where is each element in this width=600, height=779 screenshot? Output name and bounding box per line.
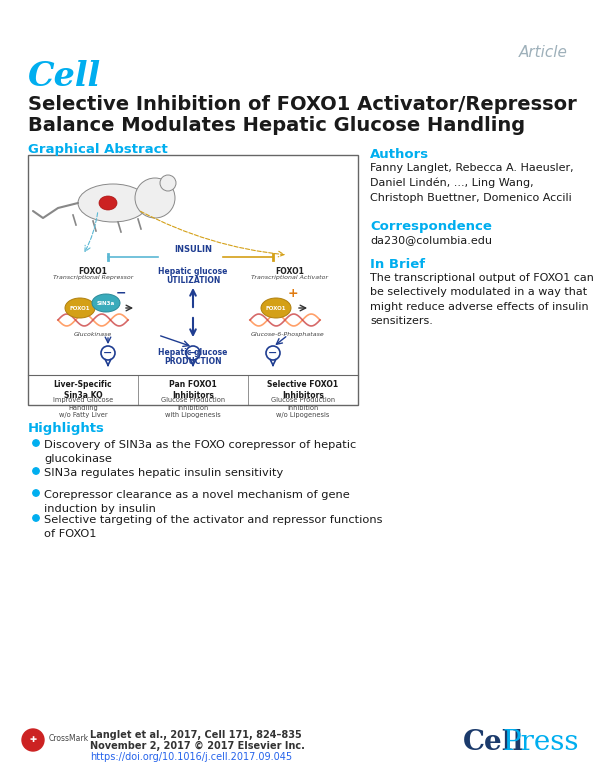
Text: Press: Press bbox=[502, 728, 578, 756]
Text: Corepressor clearance as a novel mechanism of gene
induction by insulin: Corepressor clearance as a novel mechani… bbox=[44, 490, 350, 513]
Text: −: − bbox=[268, 348, 278, 358]
Circle shape bbox=[186, 346, 200, 360]
Ellipse shape bbox=[99, 196, 117, 210]
Text: ✚: ✚ bbox=[29, 735, 37, 745]
Text: FOXO1: FOXO1 bbox=[79, 267, 107, 276]
Text: Cell: Cell bbox=[28, 60, 101, 93]
Text: UTILIZATION: UTILIZATION bbox=[166, 276, 220, 285]
FancyBboxPatch shape bbox=[28, 155, 358, 405]
Text: Glucose Production
Inhibition
with Lipogenesis: Glucose Production Inhibition with Lipog… bbox=[161, 397, 225, 418]
Text: FOXO1: FOXO1 bbox=[266, 305, 286, 311]
Text: INSULIN: INSULIN bbox=[174, 245, 212, 254]
Circle shape bbox=[33, 490, 39, 496]
Text: Transcriptional Activator: Transcriptional Activator bbox=[251, 275, 329, 280]
Text: Selective FOXO1
Inhibitors: Selective FOXO1 Inhibitors bbox=[268, 380, 338, 400]
Text: In Brief: In Brief bbox=[370, 258, 425, 271]
Circle shape bbox=[33, 515, 39, 521]
Circle shape bbox=[33, 468, 39, 474]
Circle shape bbox=[101, 346, 115, 360]
Text: November 2, 2017 © 2017 Elsevier Inc.: November 2, 2017 © 2017 Elsevier Inc. bbox=[90, 741, 305, 751]
Text: Selective Inhibition of FOXO1 Activator/Repressor: Selective Inhibition of FOXO1 Activator/… bbox=[28, 95, 577, 114]
Text: Liver-Specific
Sin3a KO: Liver-Specific Sin3a KO bbox=[53, 380, 112, 400]
Text: Authors: Authors bbox=[370, 148, 429, 161]
Ellipse shape bbox=[65, 298, 95, 318]
Text: Hepatic glucose: Hepatic glucose bbox=[158, 348, 227, 357]
Circle shape bbox=[22, 729, 44, 751]
Text: Glucose Production
Inhibition
w/o Lipogenesis: Glucose Production Inhibition w/o Lipoge… bbox=[271, 397, 335, 418]
Text: Hepatic glucose: Hepatic glucose bbox=[158, 267, 227, 276]
Text: SIN3a regulates hepatic insulin sensitivity: SIN3a regulates hepatic insulin sensitiv… bbox=[44, 468, 283, 478]
Text: Improved Glucose
Handling
w/o Fatty Liver: Improved Glucose Handling w/o Fatty Live… bbox=[53, 397, 113, 418]
Text: FOXO1: FOXO1 bbox=[70, 305, 90, 311]
Text: Discovery of SIN3a as the FOXO corepressor of hepatic
glucokinase: Discovery of SIN3a as the FOXO corepress… bbox=[44, 440, 356, 464]
Text: −: − bbox=[188, 348, 197, 358]
Text: Article: Article bbox=[519, 45, 568, 60]
Text: Transcriptional Repressor: Transcriptional Repressor bbox=[53, 275, 133, 280]
Circle shape bbox=[266, 346, 280, 360]
Circle shape bbox=[33, 440, 39, 446]
Text: Pan FOXO1
Inhibitors: Pan FOXO1 Inhibitors bbox=[169, 380, 217, 400]
Text: Highlights: Highlights bbox=[28, 422, 105, 435]
Text: Balance Modulates Hepatic Glucose Handling: Balance Modulates Hepatic Glucose Handli… bbox=[28, 116, 525, 135]
Ellipse shape bbox=[78, 184, 148, 222]
Text: −: − bbox=[103, 348, 113, 358]
Text: PRODUCTION: PRODUCTION bbox=[164, 357, 222, 366]
Ellipse shape bbox=[92, 294, 120, 312]
Text: +: + bbox=[287, 287, 298, 299]
Text: Cell: Cell bbox=[463, 728, 524, 756]
Text: Graphical Abstract: Graphical Abstract bbox=[28, 143, 168, 156]
Text: Langlet et al., 2017, Cell 171, 824–835: Langlet et al., 2017, Cell 171, 824–835 bbox=[90, 730, 302, 740]
Text: CrossMark: CrossMark bbox=[49, 734, 89, 743]
Text: SIN3a: SIN3a bbox=[97, 301, 115, 305]
Text: https://doi.org/10.1016/j.cell.2017.09.045: https://doi.org/10.1016/j.cell.2017.09.0… bbox=[90, 752, 292, 762]
Circle shape bbox=[135, 178, 175, 218]
Text: −: − bbox=[116, 287, 126, 299]
Ellipse shape bbox=[261, 298, 291, 318]
Text: da230@columbia.edu: da230@columbia.edu bbox=[370, 235, 492, 245]
Text: The transcriptional output of FOXO1 can
be selectively modulated in a way that
m: The transcriptional output of FOXO1 can … bbox=[370, 273, 594, 326]
Text: Glucokinase: Glucokinase bbox=[74, 332, 112, 337]
Circle shape bbox=[160, 175, 176, 191]
Text: Selective targeting of the activator and repressor functions
of FOXO1: Selective targeting of the activator and… bbox=[44, 515, 383, 538]
Text: Fanny Langlet, Rebecca A. Haeusler,
Daniel Lindén, ..., Ling Wang,
Christoph Bue: Fanny Langlet, Rebecca A. Haeusler, Dani… bbox=[370, 163, 574, 203]
Text: Correspondence: Correspondence bbox=[370, 220, 492, 233]
Text: FOXO1: FOXO1 bbox=[275, 267, 304, 276]
Text: Glucose-6-Phosphatase: Glucose-6-Phosphatase bbox=[251, 332, 325, 337]
